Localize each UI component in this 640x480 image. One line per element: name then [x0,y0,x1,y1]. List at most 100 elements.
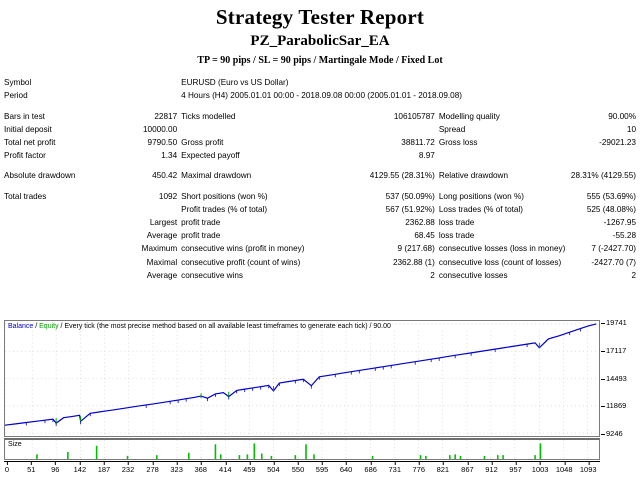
legend-quality-label: 90.00 [373,323,391,330]
profit-factor-spacer [439,150,566,163]
x-axis-tick: 187 [98,466,111,474]
avg-consecutive-losses-value: 2 [565,270,636,283]
period-value: 4 Hours (H4) 2005.01.01 00:00 - 2018.09.… [181,90,636,103]
table-row-profit-factor: Profit factor 1.34 Expected payoff 8.97 [4,150,636,163]
gross-loss-value: -29021.23 [565,137,636,150]
size-panel[interactable]: Size [4,438,600,460]
initial-deposit-spacer [181,124,326,137]
maximal-consecutive-profit-label: consecutive profit (count of wins) [181,257,326,270]
x-axis-tick: 912 [485,466,498,474]
average-loss-trade-label: loss trade [439,230,566,243]
gross-profit-value: 38811.72 [326,137,439,150]
x-axis-tick: 414 [219,466,232,474]
avg-consecutive-wins-value: 2 [326,270,439,283]
maximum-label: Maximum [4,243,181,256]
short-positions-value: 537 (50.09%) [326,184,439,204]
average-profit-trade-value: 68.45 [326,230,439,243]
table-row-largest: Largest profit trade 2362.88 loss trade … [4,217,636,230]
maximal-consecutive-profit-value: 2362.88 (1) [326,257,439,270]
max-consecutive-losses-value: 7 (-2427.70) [565,243,636,256]
total-trades-value: 1092 [113,184,181,204]
table-row-maximal: Maximal consecutive profit (count of win… [4,257,636,270]
page-title: Strategy Tester Report [0,5,640,29]
average-loss-trade-value: -55.28 [565,230,636,243]
legend-balance-label: Balance [8,323,33,330]
long-positions-label: Long positions (won %) [439,184,566,204]
average-profit-trade-label: profit trade [181,230,326,243]
x-axis-tick: 51 [27,466,35,474]
table-row-maximum: Maximum consecutive wins (profit in mone… [4,243,636,256]
avg-consecutive-losses-label: consecutive losses [439,270,566,283]
profit-trades-value: 567 (51.92%) [326,204,439,217]
expected-payoff-label: Expected payoff [181,150,326,163]
initial-deposit-value: 10000.00 [113,124,181,137]
short-positions-label: Short positions (won %) [181,184,326,204]
profit-trades-label: Profit trades (% of total) [181,204,326,217]
expert-parameters: TP = 90 pips / SL = 90 pips / Martingale… [0,55,640,66]
max-consecutive-losses-label: consecutive losses (loss in money) [439,243,566,256]
initial-deposit-spacer2 [326,124,439,137]
ticks-modelled-value: 106105787 [326,104,439,124]
x-axis-tick: 957 [509,466,522,474]
x-axis-tick: 0 [5,466,9,474]
table-row-bars-in-test: Bars in test 22817 Ticks modelled 106105… [4,104,636,124]
maximal-label: Maximal [4,257,181,270]
table-row-profit-trades: Profit trades (% of total) 567 (51.92%) … [4,204,636,217]
y-axis-tick: 17117 [606,347,626,355]
profit-trades-spacer2 [113,204,181,217]
total-net-profit-value: 9790.50 [113,137,181,150]
relative-drawdown-value: 28.31% (4129.55) [565,163,636,183]
size-panel-label: Size [8,440,22,449]
maximal-drawdown-value: 4129.55 (28.31%) [326,163,439,183]
symbol-spacer [113,77,181,90]
expected-payoff-value: 8.97 [326,150,439,163]
x-axis-tick: 278 [146,466,159,474]
x-axis-tick: 1048 [556,466,573,474]
profit-factor-spacer2 [565,150,636,163]
y-axis-tick: 11869 [606,402,626,410]
absolute-drawdown-label: Absolute drawdown [4,163,113,183]
profit-factor-label: Profit factor [4,150,113,163]
balance-equity-chart: Balance / Equity / Every tick (the most … [4,320,636,477]
gross-loss-label: Gross loss [439,137,566,150]
largest-loss-trade-label: loss trade [439,217,566,230]
loss-trades-label: Loss trades (% of total) [439,204,566,217]
statistics-table: Symbol EURUSD (Euro vs US Dollar) Period… [4,77,636,283]
table-row-initial-deposit: Initial deposit 10000.00 Spread 10 [4,124,636,137]
relative-drawdown-label: Relative drawdown [439,163,566,183]
y-axis-tick: 9246 [606,430,623,438]
absolute-drawdown-value: 450.42 [113,163,181,183]
x-axis-line [4,461,600,462]
x-axis: 0 51 96 142 187 232 278 323 368 414 459 504 550 595 64… [4,461,600,477]
maximal-drawdown-label: Maximal drawdown [181,163,326,183]
x-axis-tick: 550 [292,466,305,474]
x-axis-tick: 232 [122,466,135,474]
symbol-value: EURUSD (Euro vs US Dollar) [181,77,636,90]
graph-panel[interactable]: Balance / Equity / Every tick (the most … [4,320,600,437]
x-axis-tick: 459 [243,466,256,474]
period-spacer [113,90,181,103]
spread-value: 10 [565,124,636,137]
legend-equity-label: Equity [39,323,58,330]
x-axis-tick: 731 [388,466,401,474]
total-trades-label: Total trades [4,184,113,204]
table-row-period: Period 4 Hours (H4) 2005.01.01 00:00 - 2… [4,90,636,103]
table-row-absolute-drawdown: Absolute drawdown 450.42 Maximal drawdow… [4,163,636,183]
bars-in-test-label: Bars in test [4,104,113,124]
gross-profit-label: Gross profit [181,137,326,150]
largest-profit-trade-value: 2362.88 [326,217,439,230]
table-row-total-net-profit: Total net profit 9790.50 Gross profit 38… [4,137,636,150]
average2-label: Average [4,270,181,283]
max-consecutive-wins-label: consecutive wins (profit in money) [181,243,326,256]
modelling-quality-label: Modelling quality [439,104,566,124]
largest-label: Largest [4,217,181,230]
chart-legend: Balance / Equity / Every tick (the most … [8,322,391,331]
x-axis-tick: 821 [437,466,450,474]
y-axis: 19741 17117 14493 11869 9246 [601,320,640,460]
table-row-average: Average profit trade 68.45 loss trade -5… [4,230,636,243]
x-axis-tick: 867 [461,466,474,474]
initial-deposit-label: Initial deposit [4,124,113,137]
expert-name: PZ_ParabolicSar_EA [0,33,640,50]
modelling-quality-value: 90.00% [565,104,636,124]
x-axis-tick: 504 [267,466,280,474]
